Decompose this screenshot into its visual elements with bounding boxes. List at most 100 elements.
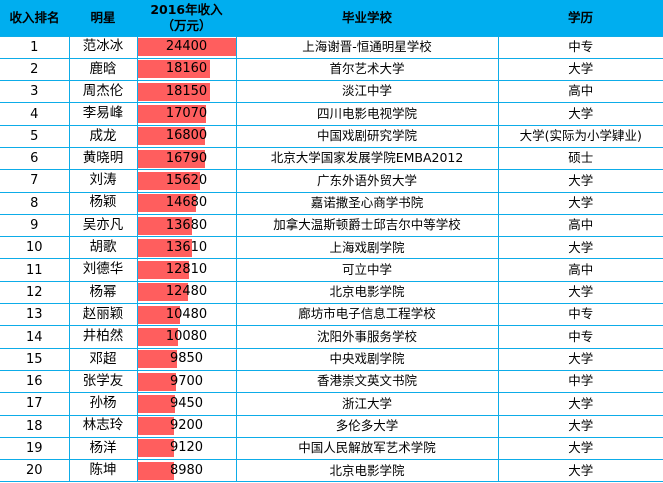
table-row[interactable]: 16 张学友 9700 香港崇文英文书院 中学: [0, 369, 663, 394]
cell-education: 大学: [498, 236, 663, 260]
cell-school: 嘉诺撒圣心商学书院: [236, 191, 499, 215]
cell-school: 中国戏剧研究学院: [236, 124, 499, 148]
cell-income: 16800: [137, 124, 237, 148]
income-value-label: 16800: [165, 128, 208, 144]
cell-rank: 15: [0, 347, 70, 371]
income-databar-fill: [137, 82, 211, 101]
income-databar-fill: [137, 350, 178, 369]
income-value-label: 15620: [165, 172, 208, 188]
cell-rank: 7: [0, 169, 70, 193]
cell-rank: 2: [0, 57, 70, 82]
column-header-rank[interactable]: 收入排名: [0, 0, 69, 36]
cell-education: 高中: [498, 80, 663, 104]
cell-star-name: 刘涛: [69, 169, 138, 193]
income-value-label: 16790: [165, 150, 208, 166]
table-row[interactable]: 10 胡歌 13610 上海戏剧学院 大学: [0, 236, 663, 260]
income-value-label: 18160: [165, 61, 208, 77]
cell-school: 上海戏剧学院: [236, 236, 499, 260]
cell-rank: 3: [0, 80, 70, 104]
cell-star-name: 井柏然: [69, 325, 138, 349]
column-header-education[interactable]: 学历: [498, 0, 663, 36]
cell-income: 24400: [137, 35, 237, 59]
income-databar-wrapper: 9200: [137, 416, 236, 436]
cell-star-name: 吴亦凡: [69, 213, 138, 238]
income-databar-fill: [137, 461, 174, 480]
table-row[interactable]: 8 杨颖 14680 嘉诺撒圣心商学书院 大学: [0, 191, 663, 215]
cell-school: 廊坊市电子信息工程学校: [236, 303, 499, 327]
income-databar-fill: [137, 394, 176, 413]
column-header-income-label: 2016年收入: [150, 1, 223, 17]
table-row[interactable]: 2 鹿晗 18160 首尔艺术大学 大学: [0, 57, 663, 82]
cell-education: 中学: [498, 369, 663, 394]
income-databar-fill: [137, 417, 175, 436]
income-value-label: 9450: [169, 395, 204, 411]
cell-income: 13610: [137, 236, 237, 260]
table-row[interactable]: 1 范冰冰 24400 上海谢晋-恒通明星学校 中专: [0, 35, 663, 59]
table-body: 1 范冰冰 24400 上海谢晋-恒通明星学校 中专 2 鹿晗 18160 首尔艺术大学 大学 3 周…: [0, 35, 663, 483]
income-value-label: 12810: [165, 262, 208, 278]
table-row[interactable]: 3 周杰伦 18150 淡江中学 高中: [0, 80, 663, 104]
cell-rank: 14: [0, 325, 70, 349]
column-header-education-label: 学历: [567, 9, 593, 25]
table-row[interactable]: 18 林志玲 9200 多伦多大学 大学: [0, 414, 663, 438]
table-row[interactable]: 15 邓超 9850 中央戏剧学院 大学: [0, 347, 663, 371]
cell-rank: 12: [0, 280, 70, 305]
income-value-label: 9120: [169, 440, 204, 456]
column-header-income[interactable]: 2016年收入 （万元）: [137, 0, 236, 36]
cell-education: 中专: [498, 35, 663, 59]
table-row[interactable]: 11 刘德华 12810 可立中学 高中: [0, 258, 663, 282]
table-row[interactable]: 4 李易峰 17070 四川电影电视学院 大学: [0, 102, 663, 126]
table-row[interactable]: 13 赵丽颖 10480 廊坊市电子信息工程学校 中专: [0, 303, 663, 327]
income-databar-wrapper: 16800: [137, 126, 236, 146]
cell-income: 18160: [137, 57, 237, 82]
table-row[interactable]: 14 井柏然 10080 沈阳外事服务学校 中专: [0, 325, 663, 349]
table-row[interactable]: 20 陈坤 8980 北京电影学院 大学: [0, 459, 663, 483]
cell-school: 四川电影电视学院: [236, 102, 499, 126]
column-header-star[interactable]: 明星: [69, 0, 137, 36]
column-header-rank-label: 收入排名: [9, 9, 60, 25]
cell-star-name: 邓超: [69, 347, 138, 371]
table-row[interactable]: 5 成龙 16800 中国戏剧研究学院 大学(实际为小学肄业): [0, 124, 663, 148]
table-row[interactable]: 9 吴亦凡 13680 加拿大温斯顿爵士邱吉尔中等学校 高中: [0, 213, 663, 238]
cell-star-name: 范冰冰: [69, 35, 138, 59]
cell-education: 大学: [498, 414, 663, 438]
income-databar-wrapper: 16790: [137, 149, 236, 169]
table-row[interactable]: 7 刘涛 15620 广东外语外贸大学 大学: [0, 169, 663, 193]
income-value-label: 12480: [165, 284, 208, 300]
column-header-school[interactable]: 毕业学校: [236, 0, 498, 36]
cell-school: 北京大学国家发展学院EMBA2012: [236, 146, 499, 171]
cell-star-name: 胡歌: [69, 236, 138, 260]
cell-rank: 20: [0, 459, 70, 483]
cell-star-name: 杨幂: [69, 280, 138, 305]
cell-education: 高中: [498, 258, 663, 282]
table-row[interactable]: 6 黄晓明 16790 北京大学国家发展学院EMBA2012 硕士: [0, 146, 663, 171]
cell-star-name: 陈坤: [69, 459, 138, 483]
cell-school: 加拿大温斯顿爵士邱吉尔中等学校: [236, 213, 499, 238]
income-databar-wrapper: 9850: [137, 349, 236, 369]
income-value-label: 10480: [165, 306, 208, 322]
income-value-label: 9700: [169, 373, 204, 389]
income-databar-wrapper: 13680: [137, 216, 236, 236]
table-row[interactable]: 12 杨幂 12480 北京电影学院 大学: [0, 280, 663, 305]
cell-school: 广东外语外贸大学: [236, 169, 499, 193]
table-header-row: 收入排名 明星 2016年收入 （万元） 毕业学校 学历: [0, 0, 663, 36]
cell-education: 大学: [498, 436, 663, 461]
table-row[interactable]: 19 杨洋 9120 中国人民解放军艺术学院 大学: [0, 436, 663, 461]
cell-rank: 8: [0, 191, 70, 215]
income-value-label: 14680: [165, 195, 208, 211]
cell-education: 大学: [498, 347, 663, 371]
table-row[interactable]: 17 孙杨 9450 浙江大学 大学: [0, 392, 663, 416]
table-header: 收入排名 明星 2016年收入 （万元） 毕业学校 学历: [0, 0, 663, 36]
income-value-label: 9850: [169, 351, 204, 367]
cell-school: 多伦多大学: [236, 414, 499, 438]
cell-star-name: 孙杨: [69, 392, 138, 416]
income-databar-fill: [137, 194, 197, 213]
cell-school: 香港崇文英文书院: [236, 369, 499, 394]
income-databar-wrapper: 13610: [137, 238, 236, 258]
income-value-label: 13680: [165, 217, 208, 233]
cell-education: 中专: [498, 325, 663, 349]
income-databar-fill: [137, 149, 205, 168]
cell-school: 中国人民解放军艺术学院: [236, 436, 499, 461]
cell-income: 9200: [137, 414, 237, 438]
